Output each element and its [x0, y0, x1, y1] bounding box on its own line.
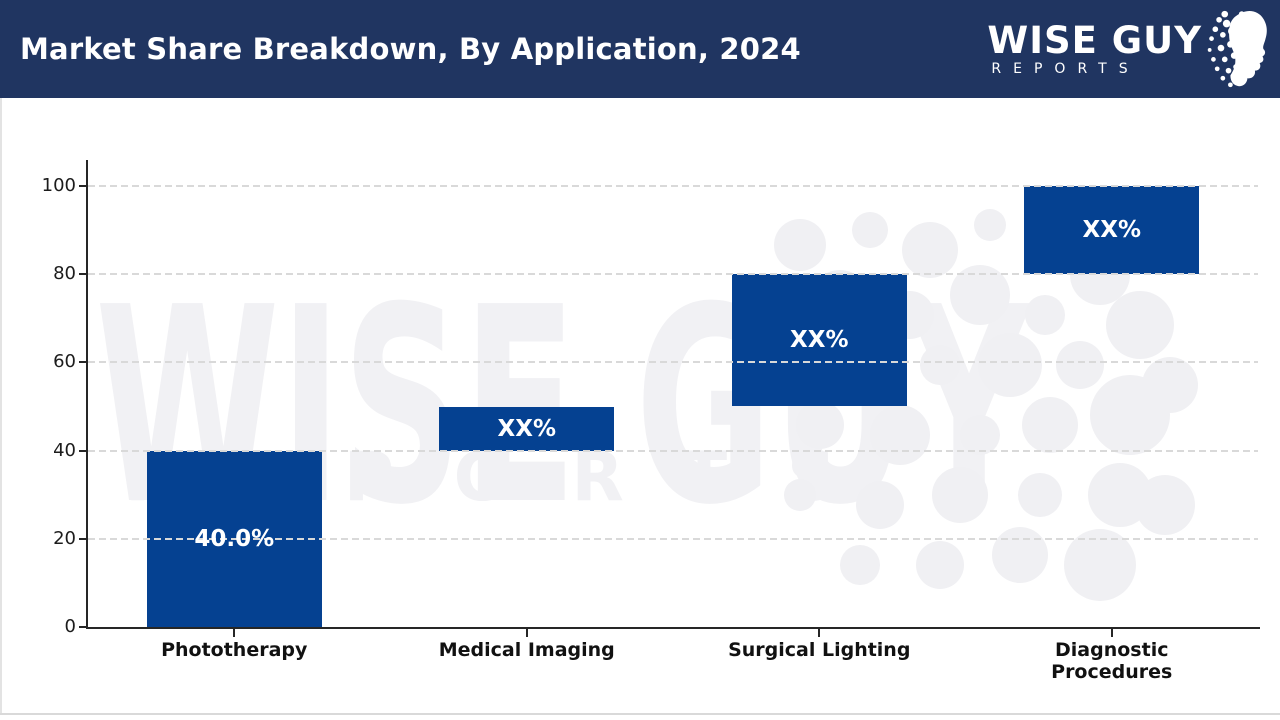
bar-value-label-surgical-lighting: XX% — [789, 327, 849, 354]
x-axis-spine — [86, 627, 1260, 629]
wiseguy-logo: WISE GUY REPORTS — [987, 6, 1270, 92]
gridline-100 — [88, 185, 1258, 187]
y-tick-label-80: 80 — [53, 263, 76, 285]
y-tick-label-40: 40 — [53, 439, 76, 461]
x-tick-label-medical-imaging: Medical Imaging — [438, 639, 615, 661]
x-tick-label-phototherapy: Phototherapy — [161, 639, 308, 661]
x-tick-diagnostic-procedures — [1110, 629, 1113, 637]
y-tick-label-0: 0 — [64, 616, 76, 637]
y-tick-60 — [79, 361, 86, 364]
x-tick-label-surgical-lighting: Surgical Lighting — [728, 639, 911, 661]
bar-surgical-lighting — [731, 274, 907, 407]
y-tick-label-100: 100 — [41, 175, 76, 196]
logo-subtext: REPORTS — [991, 61, 1140, 77]
y-tick-label-20: 20 — [53, 527, 76, 549]
bottom-divider — [0, 713, 1280, 715]
y-axis-spine — [86, 160, 88, 629]
y-tick-100 — [79, 185, 86, 187]
bar-medical-imaging — [439, 406, 615, 451]
y-tick-20 — [79, 537, 86, 540]
y-tick-0 — [79, 626, 86, 628]
x-tick-medical-imaging — [525, 629, 528, 637]
chart-title: Market Share Breakdown, By Application, … — [20, 32, 801, 66]
bar-value-label-medical-imaging: XX% — [497, 415, 556, 442]
y-tick-40 — [79, 449, 86, 452]
gridline-60 — [88, 361, 1258, 364]
logo-text: WISE GUY REPORTS — [987, 22, 1202, 76]
gridline-80 — [88, 273, 1258, 276]
x-tick-surgical-lighting — [818, 629, 821, 637]
y-tick-80 — [79, 273, 86, 276]
header-bar: Market Share Breakdown, By Application, … — [0, 0, 1280, 98]
gridline-40 — [88, 449, 1258, 452]
bar-diagnostic-procedures — [1024, 186, 1200, 275]
y-tick-label-60: 60 — [53, 351, 76, 373]
left-edge-line — [0, 98, 2, 714]
bar-value-label-phototherapy: 40.0% — [194, 525, 275, 552]
x-tick-phototherapy — [233, 629, 236, 637]
x-tick-label-diagnostic-procedures: Diagnostic Procedures — [1051, 639, 1173, 683]
logo-wordmark: WISE GUY — [987, 19, 1202, 62]
bar-value-label-diagnostic-procedures: XX% — [1082, 217, 1141, 244]
gridline-20 — [88, 537, 1258, 540]
logo-face-icon — [1207, 10, 1267, 88]
